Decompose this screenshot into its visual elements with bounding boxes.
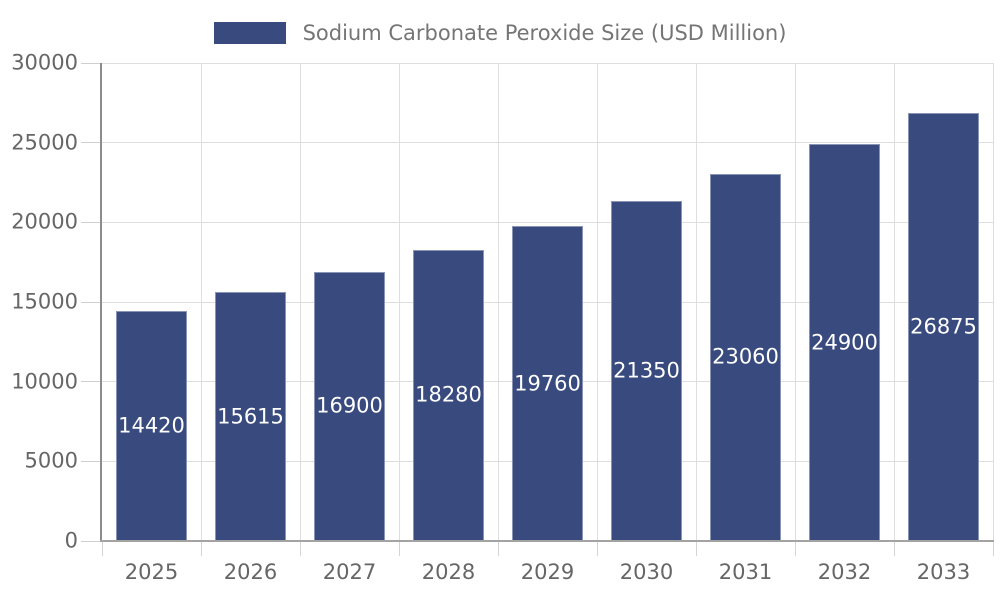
legend-label: Sodium Carbonate Peroxide Size (USD Mill… xyxy=(302,21,787,45)
plot-area: 0 5000 10000 15000 20000 25000 30000 14420 2025 1… xyxy=(11,52,994,584)
bar: 23060 xyxy=(710,173,781,541)
y-axis-tick xyxy=(81,381,102,383)
x-axis-tick xyxy=(695,541,697,556)
x-axis-tick xyxy=(794,541,796,556)
bar-value-label: 16900 xyxy=(316,393,383,418)
bar-value-label: 23060 xyxy=(712,344,779,369)
x-axis-tick-label: 2032 xyxy=(817,560,872,584)
x-axis-tick xyxy=(497,541,499,556)
y-axis-tick xyxy=(81,540,102,542)
bar: 24900 xyxy=(809,144,880,541)
x-axis-line xyxy=(100,540,994,542)
x-axis-tick xyxy=(596,541,598,556)
legend-swatch xyxy=(213,22,286,44)
y-axis-tick xyxy=(81,221,102,223)
x-axis-tick-label: 2029 xyxy=(520,560,575,584)
gridline-vertical xyxy=(695,63,697,541)
y-axis-tick-label: 20000 xyxy=(11,209,78,234)
y-axis-tick-label: 30000 xyxy=(11,50,78,75)
gridline-vertical xyxy=(893,63,895,541)
gridline-horizontal xyxy=(102,62,993,64)
y-axis-tick xyxy=(81,460,102,462)
bar-value-label: 21350 xyxy=(613,358,680,383)
x-axis-tick-label: 2025 xyxy=(124,560,179,584)
bar-value-label: 24900 xyxy=(811,330,878,355)
bar: 14420 xyxy=(116,311,187,541)
gridline-vertical xyxy=(200,63,202,541)
x-axis-tick xyxy=(299,541,301,556)
y-axis-line xyxy=(100,63,102,541)
gridline-vertical xyxy=(596,63,598,541)
bar-value-label: 26875 xyxy=(910,314,977,339)
y-axis-tick-label: 15000 xyxy=(11,289,78,314)
bar: 21350 xyxy=(611,200,682,541)
bar: 18280 xyxy=(413,249,484,541)
gridline-vertical xyxy=(992,63,994,541)
bar: 26875 xyxy=(908,112,979,541)
gridline-horizontal xyxy=(102,221,993,223)
x-axis-tick-label: 2026 xyxy=(223,560,278,584)
gridline-vertical xyxy=(497,63,499,541)
x-axis-tick xyxy=(200,541,202,556)
chart-legend: Sodium Carbonate Peroxide Size (USD Mill… xyxy=(0,21,1000,45)
bar: 16900 xyxy=(314,271,385,541)
x-axis-tick xyxy=(893,541,895,556)
y-axis-tick xyxy=(81,301,102,303)
x-axis-tick-label: 2033 xyxy=(916,560,971,584)
bar: 15615 xyxy=(215,292,286,541)
gridline-vertical xyxy=(398,63,400,541)
y-axis-tick xyxy=(81,62,102,64)
x-axis-tick-label: 2028 xyxy=(421,560,476,584)
y-axis-tick-label: 5000 xyxy=(24,448,78,473)
bar-value-label: 18280 xyxy=(415,382,482,407)
x-axis-tick xyxy=(992,541,994,556)
bar-value-label: 15615 xyxy=(217,404,284,429)
gridline-horizontal xyxy=(102,142,993,144)
x-axis-tick xyxy=(101,541,103,556)
x-axis-tick-label: 2027 xyxy=(322,560,377,584)
bar-value-label: 19760 xyxy=(514,371,581,396)
y-axis-tick-label: 0 xyxy=(64,528,78,553)
gridline-vertical xyxy=(299,63,301,541)
gridline-vertical xyxy=(794,63,796,541)
y-axis-tick xyxy=(81,142,102,144)
bar-value-label: 14420 xyxy=(118,413,185,438)
bar: 19760 xyxy=(512,226,583,541)
y-axis-tick-label: 25000 xyxy=(11,130,78,155)
x-axis-tick-label: 2030 xyxy=(619,560,674,584)
y-axis-tick-label: 10000 xyxy=(11,369,78,394)
x-axis-tick xyxy=(398,541,400,556)
x-axis-tick-label: 2031 xyxy=(718,560,773,584)
